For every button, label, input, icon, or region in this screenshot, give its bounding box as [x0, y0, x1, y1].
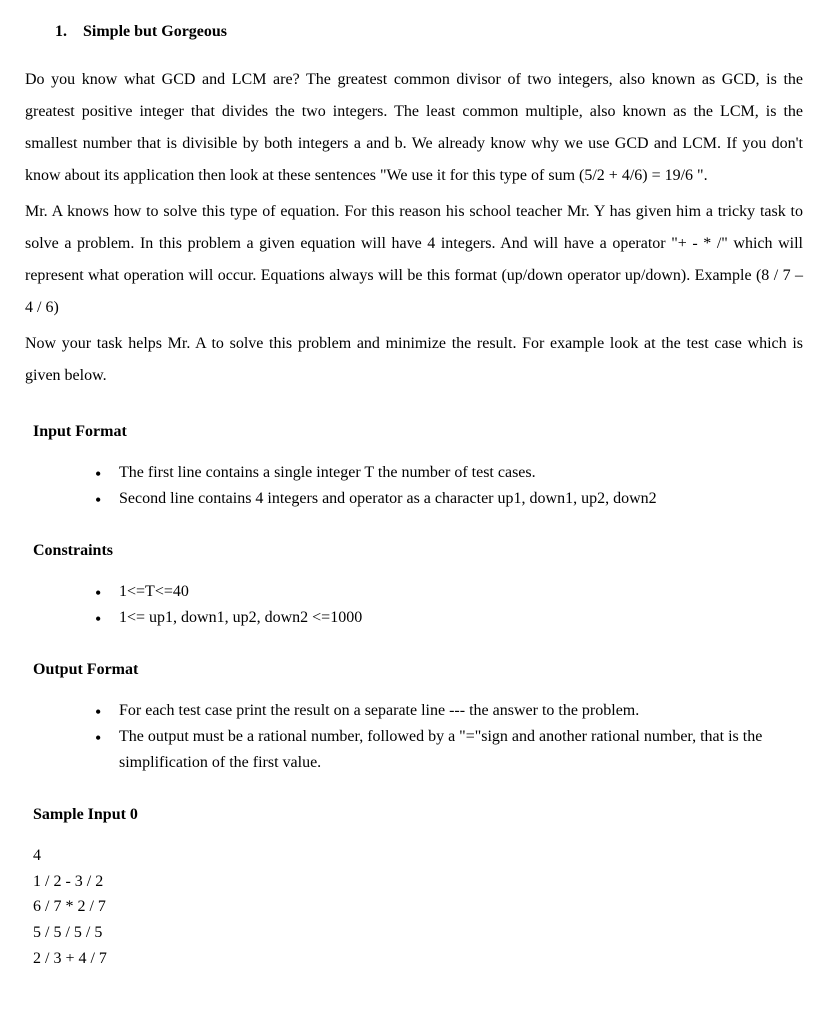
sample-line: 1 / 2 - 3 / 2	[33, 869, 803, 895]
paragraph-2: Mr. A knows how to solve this type of eq…	[25, 196, 803, 324]
sample-line: 6 / 7 * 2 / 7	[33, 894, 803, 920]
sample-line: 4	[33, 843, 803, 869]
sample-line: 5 / 5 / 5 / 5	[33, 920, 803, 946]
input-format-heading: Input Format	[33, 420, 803, 444]
output-format-list: For each test case print the result on a…	[95, 698, 803, 775]
sample-input-heading: Sample Input 0	[33, 803, 803, 827]
list-item: For each test case print the result on a…	[95, 698, 803, 724]
paragraph-3: Now your task helps Mr. A to solve this …	[25, 328, 803, 392]
sample-line: 2 / 3 + 4 / 7	[33, 946, 803, 972]
title-text: Simple but Gorgeous	[83, 23, 227, 40]
list-item: The first line contains a single integer…	[95, 460, 803, 486]
sample-input-block: 4 1 / 2 - 3 / 2 6 / 7 * 2 / 7 5 / 5 / 5 …	[33, 843, 803, 971]
title-number: 1.	[55, 20, 67, 44]
list-item: 1<= up1, down1, up2, down2 <=1000	[95, 605, 803, 631]
list-item: Second line contains 4 integers and oper…	[95, 486, 803, 512]
output-format-heading: Output Format	[33, 658, 803, 682]
input-format-list: The first line contains a single integer…	[95, 460, 803, 511]
list-item: The output must be a rational number, fo…	[95, 724, 803, 775]
paragraph-1: Do you know what GCD and LCM are? The gr…	[25, 64, 803, 192]
problem-title: 1. Simple but Gorgeous	[55, 20, 803, 44]
constraints-heading: Constraints	[33, 539, 803, 563]
list-item: 1<=T<=40	[95, 579, 803, 605]
constraints-list: 1<=T<=40 1<= up1, down1, up2, down2 <=10…	[95, 579, 803, 630]
